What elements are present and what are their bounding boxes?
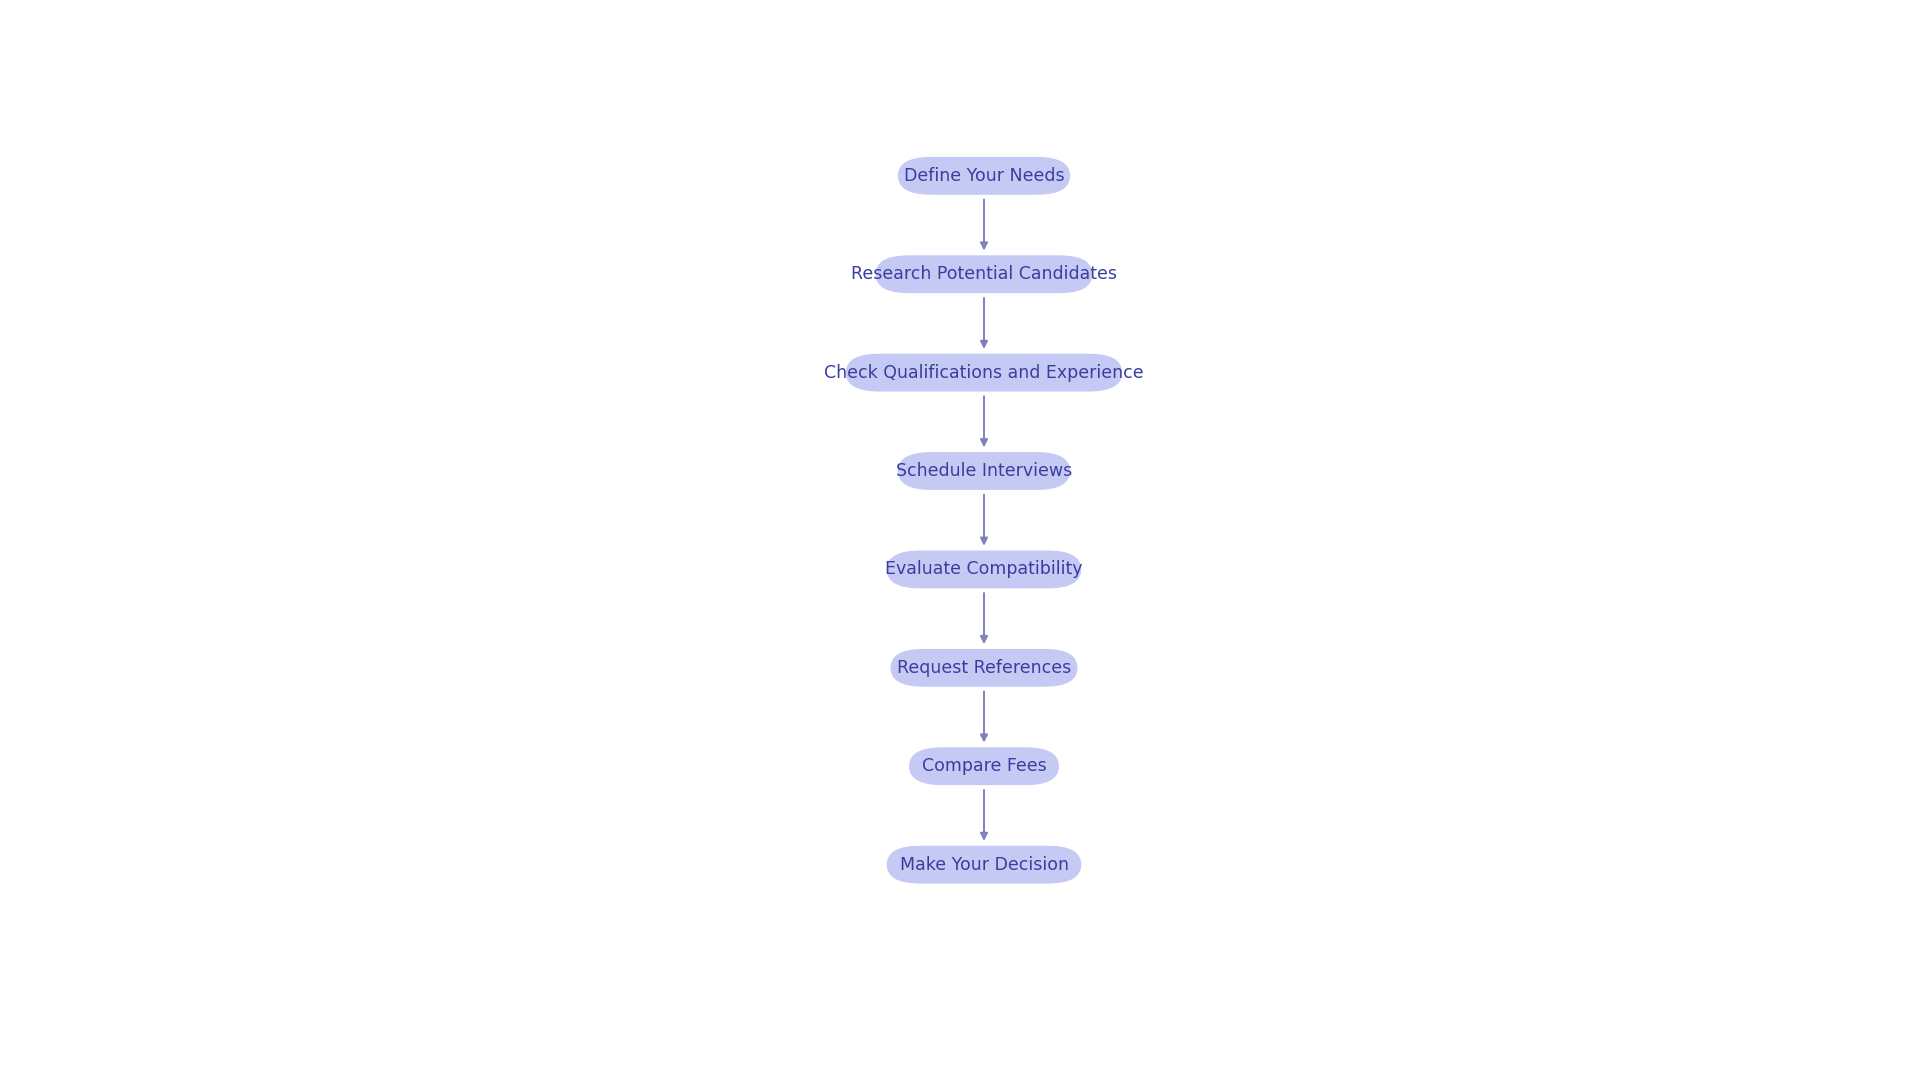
FancyBboxPatch shape bbox=[887, 551, 1081, 588]
FancyBboxPatch shape bbox=[887, 846, 1081, 883]
FancyBboxPatch shape bbox=[891, 650, 1077, 687]
Text: Check Qualifications and Experience: Check Qualifications and Experience bbox=[824, 364, 1144, 381]
FancyBboxPatch shape bbox=[876, 256, 1092, 292]
Text: Evaluate Compatibility: Evaluate Compatibility bbox=[885, 560, 1083, 578]
Text: Schedule Interviews: Schedule Interviews bbox=[897, 462, 1071, 480]
FancyBboxPatch shape bbox=[899, 157, 1069, 194]
Text: Compare Fees: Compare Fees bbox=[922, 757, 1046, 775]
Text: Make Your Decision: Make Your Decision bbox=[899, 856, 1069, 874]
FancyBboxPatch shape bbox=[899, 453, 1069, 490]
Text: Define Your Needs: Define Your Needs bbox=[904, 167, 1064, 185]
Text: Research Potential Candidates: Research Potential Candidates bbox=[851, 265, 1117, 284]
FancyBboxPatch shape bbox=[910, 748, 1058, 784]
FancyBboxPatch shape bbox=[847, 354, 1121, 391]
Text: Request References: Request References bbox=[897, 658, 1071, 677]
